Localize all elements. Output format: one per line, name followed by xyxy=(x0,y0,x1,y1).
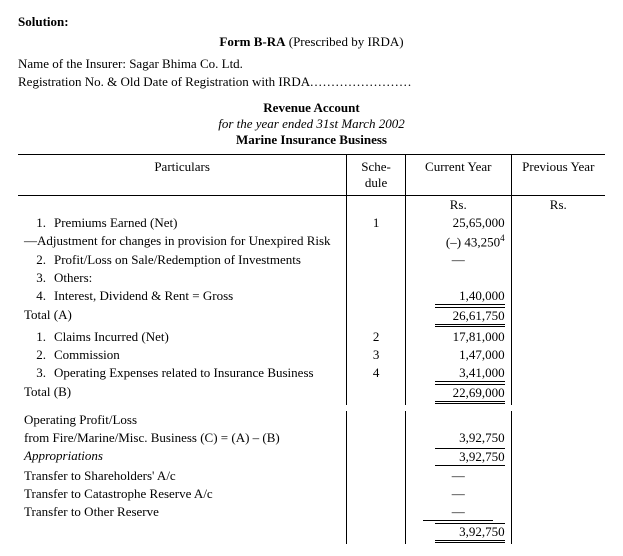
solution-label: Solution: xyxy=(18,14,605,30)
business-line: Marine Insurance Business xyxy=(18,132,605,148)
cell-amount: — xyxy=(405,467,511,485)
cell-amount: 26,61,750 xyxy=(405,306,511,328)
col-current: Current Year xyxy=(405,155,511,196)
row-op2: from Fire/Marine/Misc. Business (C) = (A… xyxy=(18,429,605,447)
row-label: Premiums Earned (Net) xyxy=(54,215,177,231)
col-particulars: Particulars xyxy=(18,155,347,196)
cell-sched: 3 xyxy=(347,346,406,364)
row-b1: 1. Claims Incurred (Net) 2 17,81,000 xyxy=(18,328,605,346)
row-num: 2. xyxy=(24,347,46,363)
dotted-blank xyxy=(310,74,412,89)
cell-amount: 1,40,000 xyxy=(405,287,511,306)
row-final: 3,92,750 xyxy=(18,522,605,544)
period-line: for the year ended 31st March 2002 xyxy=(18,116,605,132)
form-title: Form B-RA (Prescribed by IRDA) xyxy=(18,34,605,50)
registration-label: Registration No. & Old Date of Registrat… xyxy=(18,74,310,89)
row-a1a: —Adjustment for changes in provision for… xyxy=(18,232,605,251)
row-label: Commission xyxy=(54,347,120,363)
row-label: from Fire/Marine/Misc. Business (C) = (A… xyxy=(24,430,280,446)
row-num: 3. xyxy=(24,270,46,286)
row-label: Transfer to Other Reserve xyxy=(24,504,159,520)
rs-current: Rs. xyxy=(405,196,511,215)
row-num: 1. xyxy=(24,329,46,345)
cell-amount: 3,41,000 xyxy=(405,364,511,383)
row-a3: 3. Others: xyxy=(18,269,605,287)
row-label: Operating Profit/Loss xyxy=(24,412,137,428)
cell-amount: 22,69,000 xyxy=(405,383,511,405)
row-label: Operating Expenses related to Insurance … xyxy=(54,365,314,381)
insurer-name: Sagar Bhima Co. Ltd. xyxy=(129,56,243,71)
row-label: Transfer to Shareholders' A/c xyxy=(24,468,176,484)
cell-amount: 3,92,750 xyxy=(405,522,511,544)
row-total-a: Total (A) 26,61,750 xyxy=(18,306,605,328)
cell-sched: 4 xyxy=(347,364,406,383)
row-t3: Transfer to Other Reserve — xyxy=(18,503,605,522)
col-schedule: Sche-dule xyxy=(347,155,406,196)
row-a4: 4. Interest, Dividend & Rent = Gross 1,40… xyxy=(18,287,605,306)
revenue-table: Particulars Sche-dule Current Year Previ… xyxy=(18,154,605,544)
row-label: Interest, Dividend & Rent = Gross xyxy=(54,288,233,304)
form-name: Form B-RA xyxy=(219,34,285,49)
row-label: —Adjustment for changes in provision for… xyxy=(24,233,331,249)
cell-amount: 3,92,750 xyxy=(405,429,511,447)
row-op1: Operating Profit/Loss xyxy=(18,411,605,429)
row-t1: Transfer to Shareholders' A/c — xyxy=(18,467,605,485)
row-num: 4. xyxy=(24,288,46,304)
row-t2: Transfer to Catastrophe Reserve A/c — xyxy=(18,485,605,503)
insurer-label: Name of the Insurer: xyxy=(18,56,129,71)
row-total-b: Total (B) 22,69,000 xyxy=(18,383,605,405)
cell-amount: (–) 43,2504 xyxy=(405,232,511,251)
row-label: Total (B) xyxy=(24,384,71,400)
row-a2: 2. Profit/Loss on Sale/Redemption of Inve… xyxy=(18,251,605,269)
cell-amount: 3,92,750 xyxy=(405,447,511,467)
row-label: Transfer to Catastrophe Reserve A/c xyxy=(24,486,213,502)
registration-line: Registration No. & Old Date of Registrat… xyxy=(18,74,605,90)
cell-amount: — xyxy=(405,251,511,269)
row-label: Others: xyxy=(54,270,92,286)
rs-previous: Rs. xyxy=(511,196,605,215)
row-num: 3. xyxy=(24,365,46,381)
form-prescribed: (Prescribed by IRDA) xyxy=(286,34,404,49)
table-header-row: Particulars Sche-dule Current Year Previ… xyxy=(18,155,605,196)
cell-sched: 1 xyxy=(347,214,406,232)
insurer-line: Name of the Insurer: Sagar Bhima Co. Ltd… xyxy=(18,56,605,72)
cell-sched: 2 xyxy=(347,328,406,346)
cell-amount: 17,81,000 xyxy=(405,328,511,346)
row-num: 2. xyxy=(24,252,46,268)
row-approp: Appropriations 3,92,750 xyxy=(18,447,605,467)
row-a1: 1. Premiums Earned (Net) 1 25,65,000 xyxy=(18,214,605,232)
cell-amount: — xyxy=(405,503,511,522)
row-b3: 3. Operating Expenses related to Insuranc… xyxy=(18,364,605,383)
row-label: Appropriations xyxy=(24,448,103,464)
cell-amount: — xyxy=(405,485,511,503)
row-label: Profit/Loss on Sale/Redemption of Invest… xyxy=(54,252,301,268)
row-label: Total (A) xyxy=(24,307,72,323)
cell-amount: 25,65,000 xyxy=(405,214,511,232)
row-label: Claims Incurred (Net) xyxy=(54,329,169,345)
cell-amount: 1,47,000 xyxy=(405,346,511,364)
row-num: 1. xyxy=(24,215,46,231)
revenue-account-title: Revenue Account xyxy=(18,100,605,116)
row-b2: 2. Commission 3 1,47,000 xyxy=(18,346,605,364)
col-previous: Previous Year xyxy=(511,155,605,196)
currency-row: Rs. Rs. xyxy=(18,196,605,215)
